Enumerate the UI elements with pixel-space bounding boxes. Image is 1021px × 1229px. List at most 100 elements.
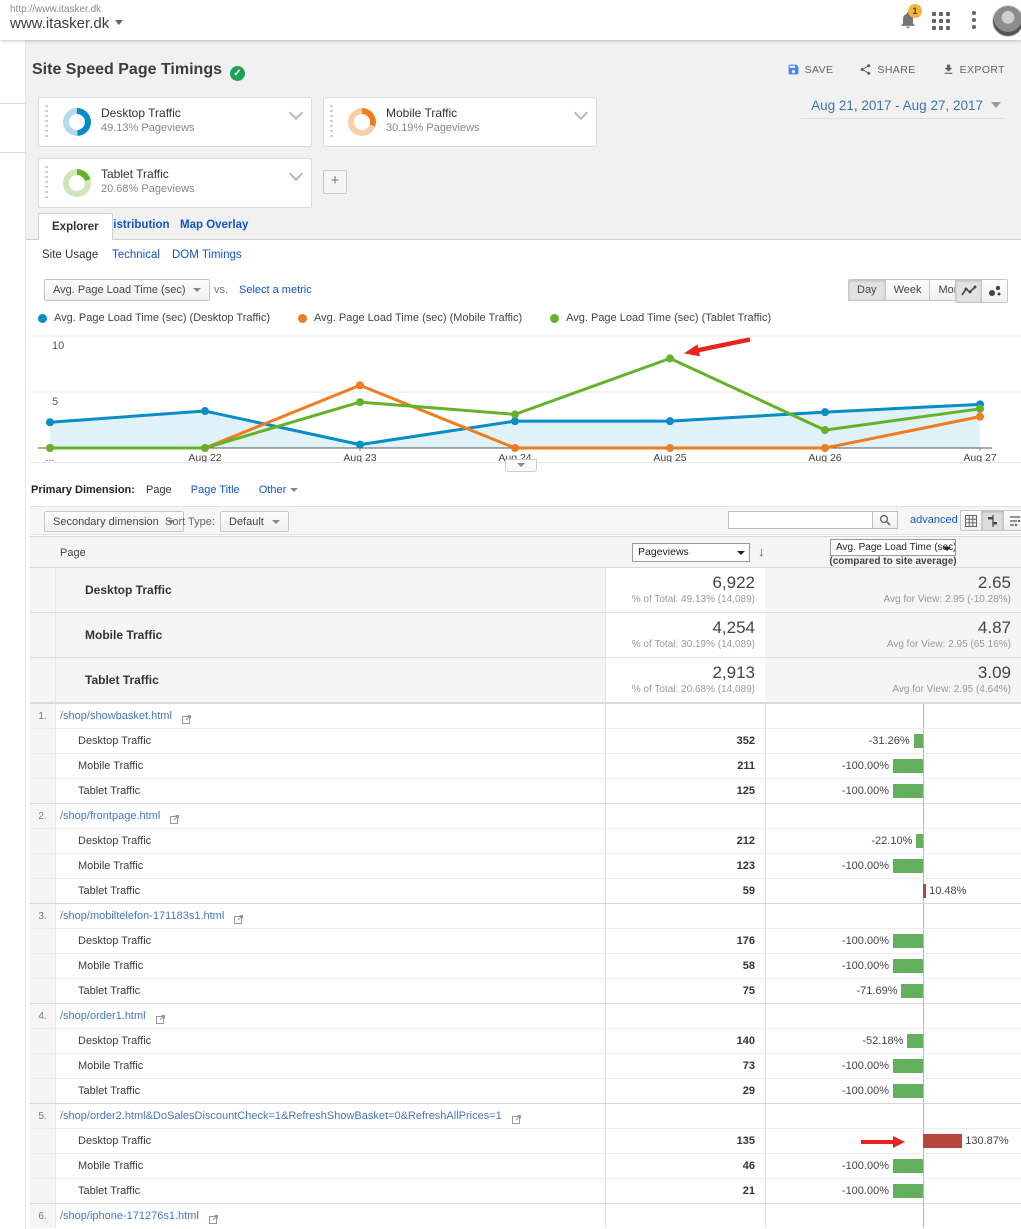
overflow-menu-icon[interactable] — [969, 11, 979, 33]
page-link[interactable]: /shop/frontpage.html — [60, 810, 161, 822]
page-link[interactable]: /shop/order2.html&DoSalesDiscountCheck=1… — [60, 1110, 502, 1122]
granularity-day[interactable]: Day — [848, 279, 886, 301]
drag-handle[interactable] — [45, 105, 48, 139]
data-point[interactable] — [666, 354, 674, 363]
external-link-icon[interactable] — [170, 811, 180, 829]
property-selector[interactable]: www.itasker.dk — [10, 15, 124, 32]
data-point[interactable] — [201, 407, 209, 416]
export-button[interactable]: EXPORT — [942, 63, 1005, 76]
data-point[interactable] — [976, 412, 984, 421]
add-segment-button[interactable]: + — [323, 170, 347, 194]
segment-label: Mobile Traffic — [78, 860, 144, 872]
search-input[interactable] — [728, 511, 873, 529]
date-range-selector[interactable]: Aug 21, 2017 - Aug 27, 2017 — [801, 96, 1005, 119]
motion-chart-view-button[interactable] — [982, 279, 1008, 303]
drag-handle[interactable] — [45, 166, 48, 200]
comparison-percent: -100.00% — [841, 935, 889, 947]
summary-row: Mobile Traffic 4,254 % of Total: 30.19% (1… — [30, 613, 1021, 658]
comparison-cell — [765, 704, 1021, 728]
line-chart-icon — [960, 285, 976, 296]
comparison-view-button[interactable] — [982, 510, 1004, 531]
notifications-bell-icon[interactable]: 1 — [898, 4, 922, 32]
pivot-icon — [1009, 515, 1020, 526]
drag-handle[interactable] — [330, 105, 333, 139]
segment-card-mobile[interactable]: Mobile Traffic 30.19% Pageviews — [323, 97, 597, 147]
data-point[interactable] — [666, 444, 674, 452]
page-link[interactable]: /shop/order1.html — [60, 1010, 146, 1022]
subtab-technical[interactable]: Technical — [112, 249, 160, 261]
data-table-view-button[interactable] — [960, 510, 982, 531]
external-link-icon[interactable] — [209, 1211, 219, 1229]
data-point[interactable] — [46, 444, 54, 452]
granularity-week[interactable]: Week — [885, 279, 931, 301]
dimension-other[interactable]: Other — [259, 484, 299, 496]
external-link-icon[interactable] — [182, 711, 192, 729]
data-point[interactable] — [46, 418, 54, 427]
external-link-icon[interactable] — [156, 1011, 166, 1029]
timeseries-chart[interactable]: 10 5... Aug 22 Aug 23 Aug 24 Aug 25 Aug 26 Aug … — [30, 333, 1021, 464]
data-point[interactable] — [356, 381, 364, 390]
avatar[interactable] — [992, 5, 1021, 37]
chevron-down-icon[interactable] — [288, 166, 304, 182]
segment-donut-icon — [63, 108, 91, 136]
metric-subtext: Avg for View: 2.95 (65.16%) — [886, 639, 1011, 650]
table-grid-icon — [965, 514, 977, 527]
segment-card-desktop[interactable]: Desktop Traffic 49.13% Pageviews — [38, 97, 312, 147]
line-chart-view-button[interactable] — [955, 279, 982, 303]
data-point[interactable] — [821, 426, 829, 435]
data-point[interactable] — [666, 417, 674, 426]
pivot-view-button[interactable] — [1004, 510, 1021, 531]
external-link-icon[interactable] — [512, 1111, 522, 1129]
chart-collapse-button[interactable] — [505, 459, 537, 472]
comparison-percent: -100.00% — [841, 760, 889, 772]
pageviews-cell: 211 — [605, 754, 765, 778]
comparison-cell: -100.00% — [765, 954, 1021, 978]
tab-map-overlay[interactable]: Map Overlay — [180, 219, 249, 231]
segment-sub-row: Desktop Traffic 212 -22.10% — [30, 828, 1021, 853]
select-a-metric-link[interactable]: Select a metric — [239, 284, 312, 296]
summary-label: Tablet Traffic — [85, 673, 159, 687]
chevron-down-icon[interactable] — [288, 105, 304, 121]
metric-column-dropdown[interactable]: Avg. Page Load Time (sec) — [830, 539, 956, 556]
page-link[interactable]: /shop/mobiltelefon-171183s1.html — [60, 910, 225, 922]
page-row: 2. /shop/frontpage.html — [30, 803, 1021, 828]
tab-explorer[interactable]: Explorer — [38, 213, 113, 240]
segment-label: Tablet Traffic — [78, 1085, 141, 1097]
chevron-down-icon[interactable] — [573, 105, 589, 121]
share-button[interactable]: SHARE — [859, 63, 915, 76]
dimension-page[interactable]: Page — [145, 484, 172, 496]
data-point[interactable] — [201, 444, 209, 452]
data-point[interactable] — [976, 404, 984, 413]
page-link[interactable]: /shop/showbasket.html — [60, 710, 172, 722]
dimension-page-title[interactable]: Page Title — [190, 484, 240, 496]
row-number: 1. — [30, 704, 56, 728]
save-button[interactable]: SAVE — [787, 63, 834, 76]
pageviews-cell — [605, 704, 765, 728]
segment-sub-row: Desktop Traffic 352 -31.26% — [30, 728, 1021, 753]
segment-card-tablet[interactable]: Tablet Traffic 20.68% Pageviews — [38, 158, 312, 208]
subtab-dom-timings[interactable]: DOM Timings — [172, 249, 242, 261]
data-point[interactable] — [511, 417, 519, 426]
data-point[interactable] — [511, 444, 519, 452]
pageviews-value: 4,254 — [712, 618, 755, 637]
pageviews-column-dropdown[interactable]: Pageviews — [632, 543, 750, 562]
summary-label: Mobile Traffic — [85, 628, 163, 642]
row-number-cell — [30, 854, 56, 878]
data-point[interactable] — [356, 398, 364, 407]
metric-dropdown[interactable]: Avg. Page Load Time (sec) — [44, 279, 211, 301]
data-point[interactable] — [821, 444, 829, 452]
search-button[interactable] — [872, 511, 898, 529]
advanced-search-link[interactable]: advanced — [910, 514, 958, 526]
sort-type-dropdown[interactable]: Default — [220, 511, 289, 532]
google-apps-grid-icon[interactable] — [932, 12, 950, 30]
data-point[interactable] — [511, 410, 519, 419]
external-link-icon[interactable] — [234, 911, 244, 929]
data-point[interactable] — [821, 408, 829, 417]
comparison-cell — [765, 1104, 1021, 1128]
tab-distribution[interactable]: Distribution — [105, 219, 170, 231]
secondary-dimension-dropdown[interactable]: Secondary dimension — [44, 511, 184, 532]
page-link[interactable]: /shop/iphone-171276s1.html — [60, 1210, 199, 1222]
subtab-site-usage[interactable]: Site Usage — [42, 249, 99, 261]
data-point[interactable] — [356, 440, 364, 449]
sort-descending-icon[interactable]: ↓ — [758, 544, 765, 559]
